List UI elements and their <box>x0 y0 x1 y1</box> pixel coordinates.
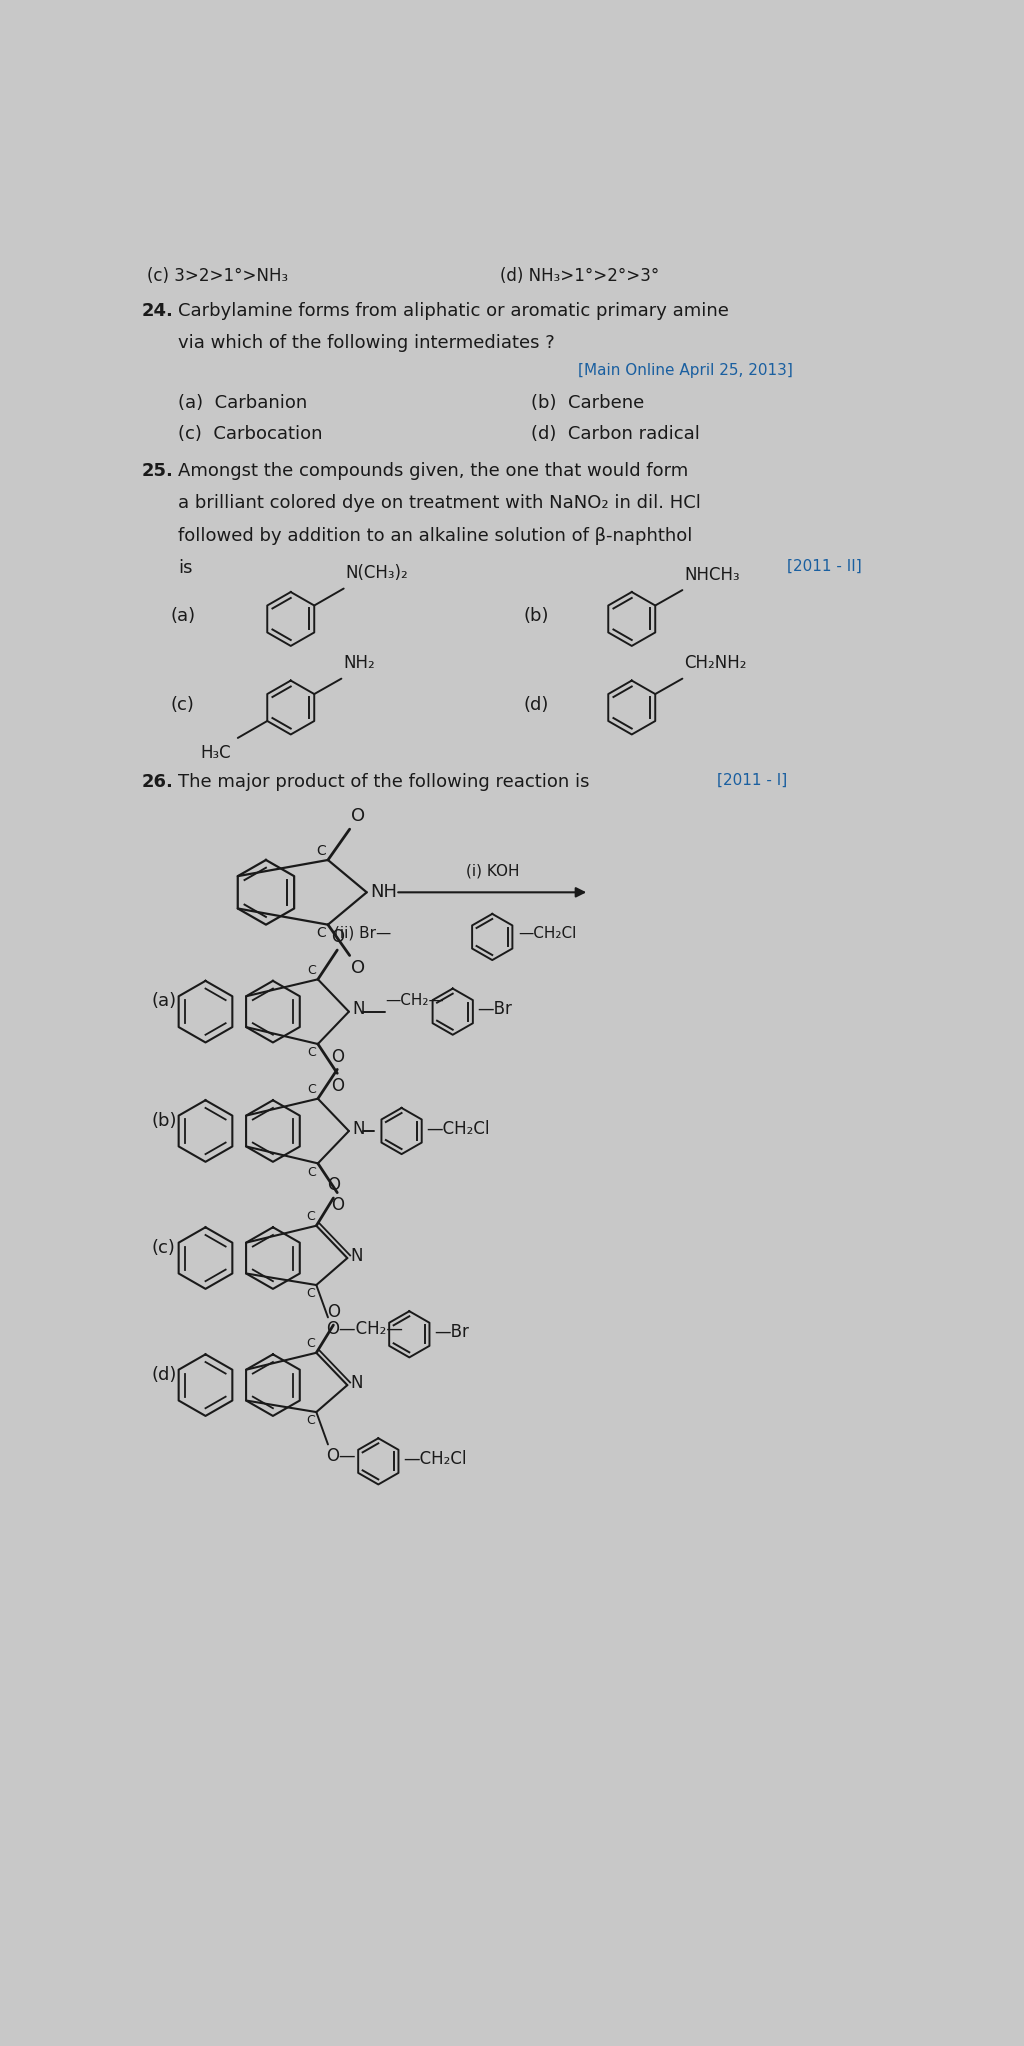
Text: C: C <box>307 1084 316 1097</box>
Text: a brilliant colored dye on treatment with NaNO₂ in dil. HCl: a brilliant colored dye on treatment wit… <box>178 495 701 512</box>
Text: 25.: 25. <box>142 462 174 481</box>
Text: is: is <box>178 559 193 577</box>
Text: O: O <box>331 1048 344 1066</box>
Text: Carbylamine forms from aliphatic or aromatic primary amine: Carbylamine forms from aliphatic or arom… <box>178 301 729 319</box>
Text: (b): (b) <box>152 1111 177 1129</box>
Text: NH: NH <box>370 884 397 902</box>
Text: 24.: 24. <box>142 301 174 319</box>
Text: (c) 3>2>1°>NH₃: (c) 3>2>1°>NH₃ <box>147 268 289 284</box>
Text: O: O <box>351 808 366 825</box>
Text: O: O <box>327 1176 340 1195</box>
Text: —Br: —Br <box>477 1000 512 1019</box>
Text: (a)  Carbanion: (a) Carbanion <box>178 395 307 411</box>
Text: N: N <box>350 1373 362 1391</box>
Text: O—CH₂—: O—CH₂— <box>327 1320 403 1338</box>
Text: C: C <box>306 1414 314 1428</box>
Text: C: C <box>306 1211 314 1224</box>
Text: (d) NH₃>1°>2°>3°: (d) NH₃>1°>2°>3° <box>500 268 659 284</box>
Text: —Br: —Br <box>434 1324 469 1340</box>
Text: —CH₂—: —CH₂— <box>385 992 444 1009</box>
Text: (a): (a) <box>152 992 176 1011</box>
Text: O: O <box>351 960 366 978</box>
Text: (d)  Carbon radical: (d) Carbon radical <box>531 426 699 442</box>
Text: O: O <box>331 1076 344 1095</box>
Text: —CH₂Cl: —CH₂Cl <box>518 925 577 941</box>
Text: C: C <box>316 845 327 859</box>
Text: (c): (c) <box>152 1238 175 1256</box>
Text: —CH₂Cl: —CH₂Cl <box>403 1451 467 1469</box>
Text: (d): (d) <box>523 696 549 714</box>
Text: followed by addition to an alkaline solution of β-naphthol: followed by addition to an alkaline solu… <box>178 526 693 544</box>
Text: NHCH₃: NHCH₃ <box>684 567 739 583</box>
Text: C: C <box>306 1287 314 1301</box>
Text: (c): (c) <box>171 696 195 714</box>
Text: N(CH₃)₂: N(CH₃)₂ <box>345 565 408 583</box>
Text: (i) KOH: (i) KOH <box>466 863 519 878</box>
Text: (d): (d) <box>152 1367 176 1383</box>
Text: (b): (b) <box>523 608 549 626</box>
Text: —CH₂Cl: —CH₂Cl <box>426 1119 489 1138</box>
Text: [2011 - I]: [2011 - I] <box>717 773 787 788</box>
Text: C: C <box>307 1046 316 1060</box>
Text: via which of the following intermediates ?: via which of the following intermediates… <box>178 333 555 352</box>
Text: [2011 - II]: [2011 - II] <box>786 559 861 575</box>
Text: N: N <box>350 1246 362 1264</box>
Text: (ii) Br—: (ii) Br— <box>334 925 391 941</box>
Text: O: O <box>331 929 344 945</box>
Text: (c)  Carbocation: (c) Carbocation <box>178 426 323 442</box>
Text: O—: O— <box>327 1447 356 1465</box>
Text: C: C <box>307 1166 316 1178</box>
Text: 26.: 26. <box>142 773 174 792</box>
Text: The major product of the following reaction is: The major product of the following react… <box>178 773 590 792</box>
Text: CH₂NH₂: CH₂NH₂ <box>684 655 746 673</box>
Text: (b)  Carbene: (b) Carbene <box>531 395 644 411</box>
Text: H₃C: H₃C <box>201 745 231 761</box>
Text: (a): (a) <box>171 608 196 626</box>
Text: [Main Online April 25, 2013]: [Main Online April 25, 2013] <box>578 364 793 379</box>
Text: NH₂: NH₂ <box>343 655 375 673</box>
Text: O: O <box>331 1197 344 1215</box>
Text: N: N <box>352 1119 365 1138</box>
Text: C: C <box>306 1338 314 1350</box>
Text: N: N <box>352 1000 365 1019</box>
Text: C: C <box>307 964 316 978</box>
Text: O: O <box>327 1303 340 1322</box>
Text: C: C <box>316 927 327 941</box>
Text: Amongst the compounds given, the one that would form: Amongst the compounds given, the one tha… <box>178 462 688 481</box>
